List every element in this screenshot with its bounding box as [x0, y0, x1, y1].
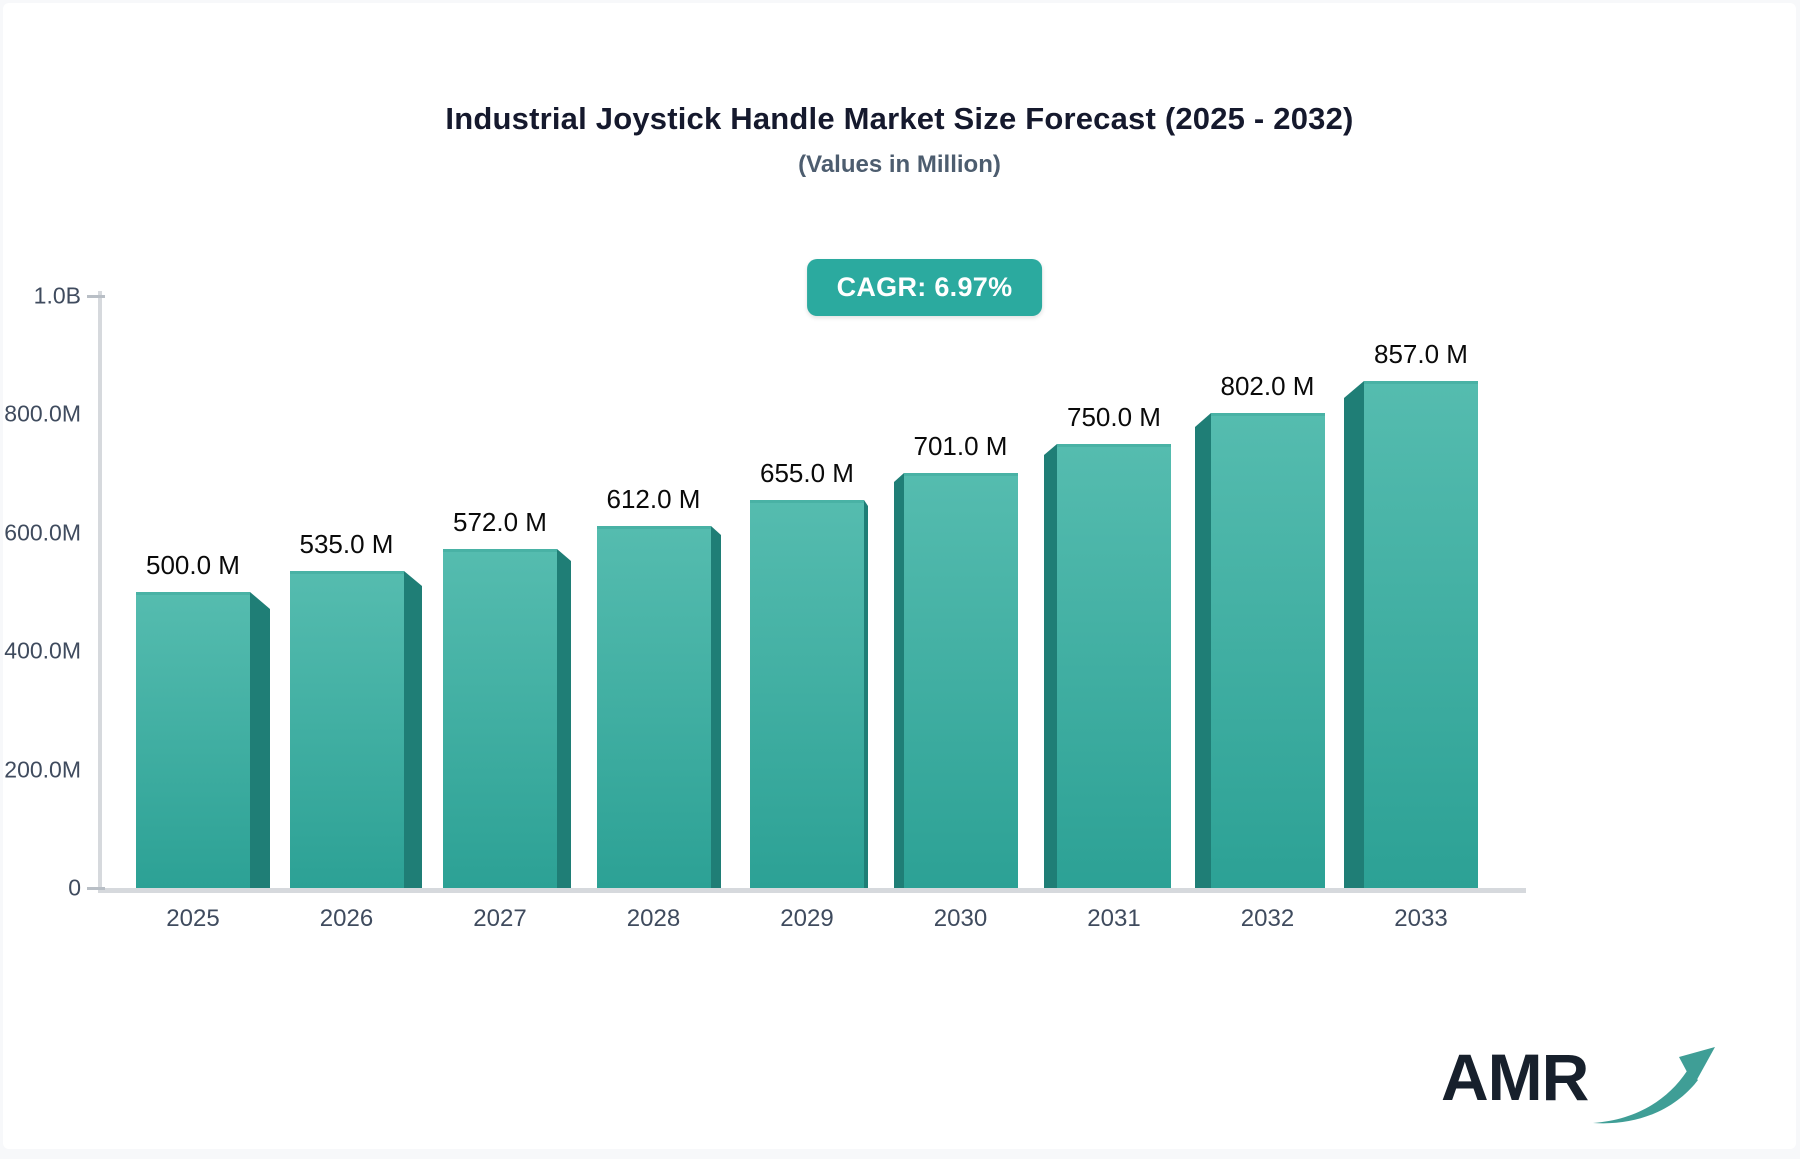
x-tick-label: 2026 — [319, 905, 374, 932]
bar-value-label: 500.0 M — [146, 550, 240, 580]
bar-side-2026 — [404, 571, 422, 888]
y-axis-line — [98, 291, 102, 888]
bar-side-2032 — [1195, 413, 1211, 888]
bar-side-2028 — [711, 526, 721, 888]
y-tick-label: 600.0M — [4, 519, 81, 546]
x-tick-label: 2028 — [626, 905, 681, 932]
bar-value-label: 802.0 M — [1220, 371, 1315, 401]
x-tick-label: 2031 — [1087, 905, 1141, 932]
y-tick-label: 200.0M — [4, 756, 81, 783]
bar-side-2030 — [894, 473, 904, 888]
bar-side-2033 — [1344, 381, 1364, 888]
y-tick-label: 800.0M — [4, 400, 81, 427]
y-tick-label: 0 — [68, 874, 81, 901]
cagr-badge: CAGR: 6.97% — [806, 259, 1043, 316]
bar-2026[interactable] — [290, 571, 404, 888]
bar-2031[interactable] — [1057, 444, 1171, 888]
bar-value-label: 750.0 M — [1067, 402, 1161, 432]
bar-value-label: 857.0 M — [1374, 339, 1468, 369]
x-tick-label: 2029 — [780, 905, 834, 932]
amr-logo-text: AMR — [1441, 1040, 1589, 1114]
bar-value-label: 572.0 M — [453, 507, 547, 537]
x-axis-line — [98, 888, 1526, 893]
x-tick-label: 2033 — [1394, 905, 1448, 932]
x-tick-label: 2030 — [933, 905, 988, 932]
y-tick-dash — [87, 887, 105, 890]
y-tick-label: 400.0M — [4, 637, 81, 664]
bar-value-label: 612.0 M — [606, 484, 701, 514]
bar-side-2031 — [1044, 444, 1057, 888]
bar-2028[interactable] — [597, 526, 711, 888]
chart-card: Industrial Joystick Handle Market Size F… — [3, 3, 1796, 1149]
bar-side-2029 — [864, 500, 868, 888]
bar-side-2027 — [557, 549, 571, 888]
x-tick-label: 2025 — [166, 905, 220, 932]
x-tick-label: 2027 — [473, 905, 527, 932]
chart-subtitle: (Values in Million) — [798, 151, 1001, 178]
bar-2032[interactable] — [1211, 413, 1325, 888]
bar-2025[interactable] — [136, 592, 250, 888]
bar-2027[interactable] — [443, 549, 557, 888]
x-tick-label: 2032 — [1240, 905, 1295, 932]
bar-2033[interactable] — [1364, 381, 1478, 888]
amr-logo: AMR — [1441, 1033, 1715, 1128]
chart-title: Industrial Joystick Handle Market Size F… — [445, 101, 1354, 136]
bar-2029[interactable] — [750, 500, 864, 888]
bar-value-label: 535.0 M — [299, 529, 394, 559]
bar-value-label: 701.0 M — [913, 431, 1008, 461]
y-tick-dash — [87, 295, 105, 298]
bar-2030[interactable] — [904, 473, 1018, 888]
growth-arrow-icon — [1593, 1047, 1715, 1124]
y-tick-label: 1.0B — [33, 282, 81, 309]
bar-value-label: 655.0 M — [760, 458, 854, 488]
bar-chart-plot-area: 1.0B 800.0M 600.0M 400.0M 200.0M 0 500.0 M 2025… — [3, 3, 1800, 1159]
bar-side-2025 — [250, 592, 270, 888]
